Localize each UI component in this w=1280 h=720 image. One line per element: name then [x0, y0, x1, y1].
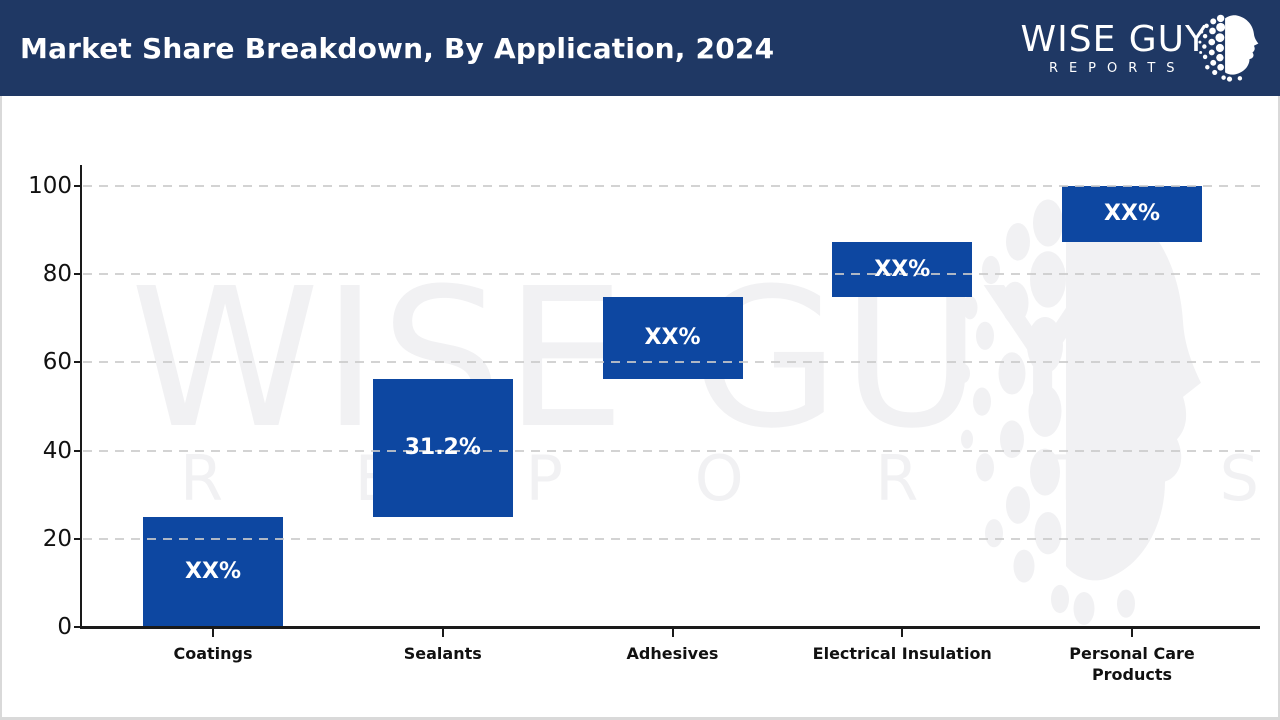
y-tick-0 — [74, 626, 82, 628]
gridline-y60 — [83, 361, 1260, 364]
bar-value-label: XX% — [874, 256, 931, 282]
page-title: Market Share Breakdown, By Application, … — [20, 31, 775, 65]
logo-wordmark-line1: WISE GUY — [1020, 18, 1208, 60]
category-label: Sealants — [403, 644, 482, 663]
bar-value-label: 31.2% — [404, 434, 481, 460]
wiseguy-logo: WISE GUY REPORTS — [1021, 9, 1269, 87]
bar-value-label: XX% — [185, 558, 241, 584]
gridline-y100 — [83, 185, 1260, 187]
y-tick-label-20: 20 — [42, 525, 72, 552]
bar-value-label: XX% — [1104, 201, 1160, 226]
y-tick-80 — [74, 273, 82, 276]
gridline-y20 — [83, 537, 1260, 540]
chart-area: WISE GUY R E P O R T S 0 20 40 60 80 100 XX% Co… — [0, 96, 1280, 720]
logo-wordmark: WISE GUY REPORTS — [1020, 18, 1209, 76]
y-tick-label-100: 100 — [28, 173, 72, 199]
y-tick-20 — [74, 537, 82, 540]
x-tick-3 — [901, 629, 904, 637]
bar-coatings — [143, 516, 283, 627]
x-tick-2 — [671, 629, 674, 637]
bar-sealants — [372, 379, 513, 517]
x-tick-1 — [441, 629, 444, 637]
y-tick-label-40: 40 — [42, 437, 72, 464]
y-tick-100 — [74, 185, 82, 187]
y-tick-label-60: 60 — [42, 349, 72, 376]
y-tick-40 — [74, 449, 82, 452]
x-tick-4 — [1131, 629, 1133, 637]
x-tick-0 — [212, 629, 214, 637]
y-tick-label-80: 80 — [42, 261, 72, 288]
bar-electrical-insulation — [832, 242, 973, 298]
category-label: Electrical Insulation — [812, 644, 992, 663]
bar-value-label: XX% — [644, 325, 701, 351]
y-axis-spine — [80, 165, 82, 629]
category-label: Coatings — [173, 644, 253, 663]
x-axis-spine — [80, 626, 1260, 629]
gridline-y40 — [83, 449, 1260, 452]
logo-face-icon — [1198, 14, 1259, 82]
bar-personal-care-products — [1062, 186, 1202, 242]
y-tick-60 — [74, 361, 82, 364]
category-label: Adhesives — [626, 644, 719, 663]
logo-wordmark-line2: REPORTS — [1048, 60, 1186, 76]
bar-adhesives — [602, 297, 743, 380]
category-label: Personal Care Products — [1069, 644, 1195, 684]
y-tick-label-0: 0 — [57, 614, 72, 640]
header: Market Share Breakdown, By Application, … — [0, 0, 1280, 96]
watermark-face-icon — [958, 199, 1201, 625]
gridline-y80 — [83, 273, 1260, 276]
